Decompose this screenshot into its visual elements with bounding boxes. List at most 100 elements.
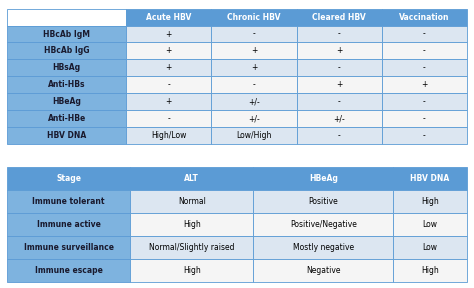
- Text: +: +: [166, 30, 172, 39]
- Bar: [211, 26, 297, 42]
- Text: Vaccination: Vaccination: [399, 13, 449, 22]
- Bar: [211, 76, 297, 93]
- Text: ALT: ALT: [184, 174, 199, 183]
- Text: HBeAg: HBeAg: [309, 174, 337, 183]
- Text: -: -: [423, 114, 426, 123]
- Text: -: -: [423, 97, 426, 106]
- Text: -: -: [338, 131, 340, 140]
- Bar: [297, 76, 382, 93]
- Text: -: -: [338, 63, 340, 72]
- Bar: [211, 127, 297, 144]
- Bar: [382, 42, 467, 59]
- Bar: [7, 42, 126, 59]
- Text: +: +: [421, 80, 428, 89]
- Bar: [297, 42, 382, 59]
- Text: +/-: +/-: [333, 114, 345, 123]
- Bar: [126, 9, 211, 26]
- Text: Low/High: Low/High: [237, 131, 272, 140]
- Bar: [254, 236, 393, 259]
- Text: +: +: [251, 46, 257, 55]
- Bar: [393, 190, 467, 213]
- Text: -: -: [423, 46, 426, 55]
- Text: -: -: [423, 131, 426, 140]
- Bar: [126, 76, 211, 93]
- Text: -: -: [423, 30, 426, 39]
- Text: -: -: [167, 114, 170, 123]
- Text: Chronic HBV: Chronic HBV: [227, 13, 281, 22]
- Bar: [211, 9, 297, 26]
- Text: HBV DNA: HBV DNA: [410, 174, 449, 183]
- Bar: [254, 167, 393, 190]
- Bar: [7, 26, 126, 42]
- Bar: [7, 259, 130, 282]
- Bar: [382, 26, 467, 42]
- Bar: [211, 59, 297, 76]
- Bar: [382, 59, 467, 76]
- Text: HBcAb IgG: HBcAb IgG: [44, 46, 90, 55]
- Bar: [7, 76, 126, 93]
- Bar: [7, 93, 126, 110]
- Text: -: -: [167, 80, 170, 89]
- Bar: [254, 259, 393, 282]
- Bar: [297, 59, 382, 76]
- Text: HBV DNA: HBV DNA: [47, 131, 86, 140]
- Text: Low: Low: [422, 220, 438, 229]
- Bar: [126, 127, 211, 144]
- Bar: [297, 93, 382, 110]
- Text: +: +: [336, 46, 342, 55]
- Bar: [7, 9, 126, 26]
- Bar: [7, 110, 126, 127]
- Bar: [297, 26, 382, 42]
- Text: +: +: [251, 63, 257, 72]
- Bar: [393, 167, 467, 190]
- Bar: [211, 42, 297, 59]
- Text: Immune surveillance: Immune surveillance: [24, 243, 114, 252]
- Text: Immune active: Immune active: [37, 220, 100, 229]
- Text: Low: Low: [422, 243, 438, 252]
- Text: HBsAg: HBsAg: [53, 63, 81, 72]
- Text: Positive: Positive: [308, 197, 338, 206]
- Bar: [7, 127, 126, 144]
- Bar: [130, 236, 254, 259]
- Text: Negative: Negative: [306, 266, 340, 275]
- Bar: [7, 236, 130, 259]
- Bar: [126, 93, 211, 110]
- Text: Stage: Stage: [56, 174, 81, 183]
- Text: High: High: [183, 220, 201, 229]
- Bar: [7, 190, 130, 213]
- Bar: [130, 259, 254, 282]
- Text: -: -: [253, 30, 255, 39]
- Bar: [382, 76, 467, 93]
- Text: +: +: [166, 46, 172, 55]
- Bar: [297, 9, 382, 26]
- Text: High: High: [421, 266, 439, 275]
- Bar: [393, 213, 467, 236]
- Bar: [254, 190, 393, 213]
- Text: Immune escape: Immune escape: [35, 266, 103, 275]
- Bar: [126, 59, 211, 76]
- Bar: [297, 110, 382, 127]
- Bar: [126, 26, 211, 42]
- Text: Mostly negative: Mostly negative: [292, 243, 354, 252]
- Text: -: -: [338, 30, 340, 39]
- Bar: [382, 127, 467, 144]
- Text: Normal: Normal: [178, 197, 206, 206]
- Bar: [382, 9, 467, 26]
- Bar: [254, 213, 393, 236]
- Text: Acute HBV: Acute HBV: [146, 13, 191, 22]
- Text: Positive/Negative: Positive/Negative: [290, 220, 356, 229]
- Text: High: High: [183, 266, 201, 275]
- Text: HBeAg: HBeAg: [52, 97, 81, 106]
- Text: High: High: [421, 197, 439, 206]
- Text: +: +: [166, 97, 172, 106]
- Text: High/Low: High/Low: [151, 131, 187, 140]
- Text: -: -: [338, 97, 340, 106]
- Bar: [382, 93, 467, 110]
- Text: Immune tolerant: Immune tolerant: [32, 197, 105, 206]
- Bar: [7, 167, 130, 190]
- Text: +/-: +/-: [248, 114, 260, 123]
- Bar: [393, 236, 467, 259]
- Text: Anti-HBs: Anti-HBs: [48, 80, 85, 89]
- Text: +: +: [336, 80, 342, 89]
- Bar: [297, 127, 382, 144]
